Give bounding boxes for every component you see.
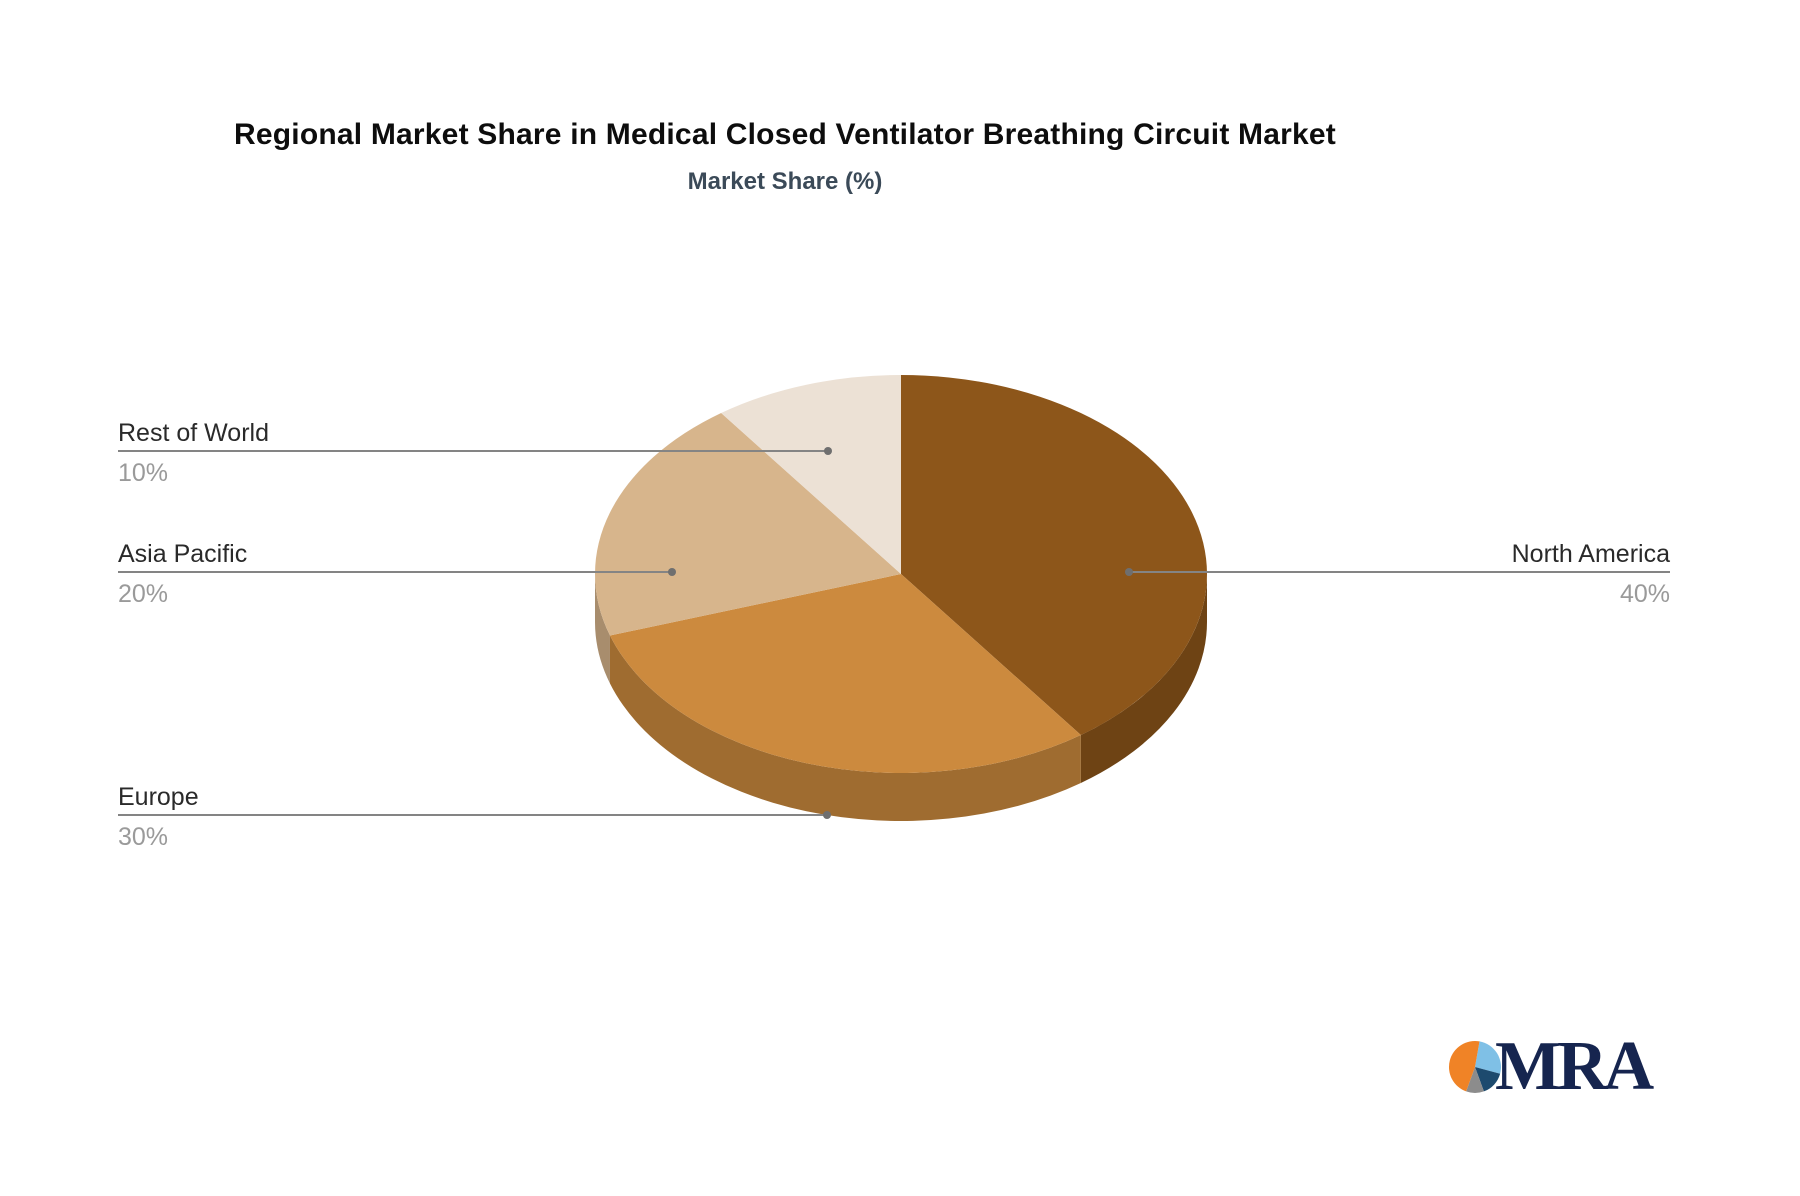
slice-name-label: Rest of World (118, 419, 269, 447)
pie-slice-rest-of-world[interactable] (721, 375, 901, 574)
slice-name-label: Asia Pacific (118, 540, 248, 568)
leader-dot (1125, 568, 1133, 576)
logo-wedge-navy (1475, 1067, 1501, 1092)
slice-value-label: 30% (118, 823, 169, 851)
pie-slice-europe[interactable] (609, 574, 1081, 773)
pie-slice-side-north-america (1080, 574, 1207, 783)
logo-wedge-light-blue (1475, 1041, 1501, 1074)
label-rest-of-world: Rest of World 10% (118, 416, 832, 490)
chart-title: Regional Market Share in Medical Closed … (234, 118, 1336, 151)
leader-dot (824, 447, 832, 455)
leader-line (118, 568, 676, 576)
label-europe: Europe 30% (118, 780, 831, 854)
leader-line (118, 447, 832, 455)
mra-logo-pie-icon (1448, 1040, 1501, 1093)
pie-slice-side-europe (609, 635, 1081, 821)
slice-value-label: 10% (118, 459, 169, 487)
leader-line (1125, 568, 1670, 576)
pie-slice-north-america[interactable] (901, 375, 1207, 735)
mra-logo: MRA (1448, 1028, 1654, 1105)
pie-slice-side-asia-pacific (595, 574, 610, 684)
slice-name-label: North America (1511, 540, 1670, 568)
chart-subtitle: Market Share (%) (687, 168, 883, 195)
slice-name-label: Europe (118, 783, 199, 811)
label-asia-pacific: Asia Pacific 20% (118, 537, 676, 611)
pie-slice-asia-pacific[interactable] (595, 413, 901, 636)
logo-wedge-orange (1448, 1040, 1480, 1092)
logo-wedge-gray (1466, 1067, 1484, 1093)
leader-dot (823, 811, 831, 819)
label-north-america: North America 40% (1125, 537, 1670, 611)
leader-dot (668, 568, 676, 576)
slice-value-label: 40% (1619, 580, 1670, 608)
leader-line (118, 811, 831, 819)
slice-value-label: 20% (118, 580, 169, 608)
mra-logo-text: MRA (1495, 1028, 1654, 1105)
